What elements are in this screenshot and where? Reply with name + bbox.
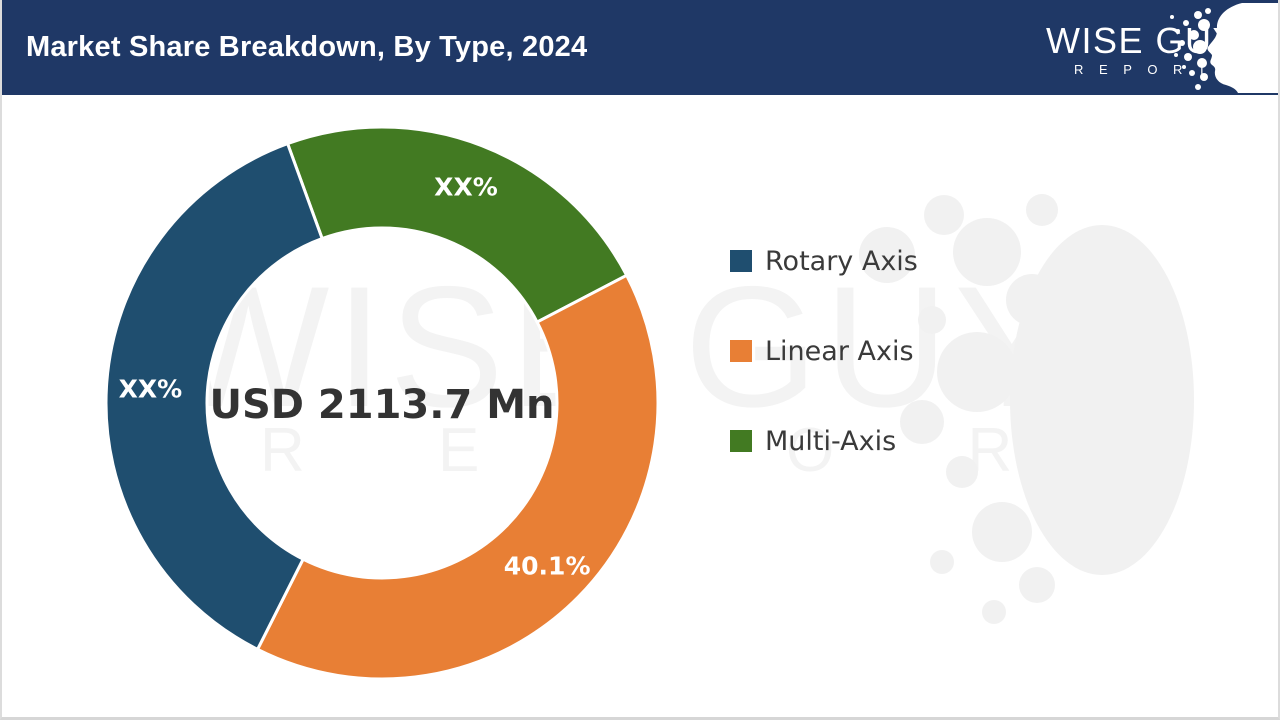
donut-segment-linear-axis (256, 273, 660, 681)
legend-label-linear-axis: Linear Axis (765, 335, 914, 367)
donut-chart (104, 125, 660, 681)
header: Market Share Breakdown, By Type, 2024 WI… (2, 0, 1278, 95)
legend-label-multi-axis: Multi-Axis (765, 425, 897, 457)
segment-label-linear-axis: 40.1% (503, 551, 591, 581)
legend-swatch-multi-axis (730, 430, 752, 452)
legend-swatch-rotary-axis (730, 250, 752, 272)
segment-label-multi-axis: XX% (434, 172, 498, 202)
segment-label-rotary-axis: XX% (118, 374, 183, 404)
legend: Rotary Axis Linear Axis Multi-Axis (730, 244, 918, 514)
wiseguy-logo: WISE GUY R E P O R T S (1008, 0, 1278, 95)
donut-center-value: USD 2113.7 Mn (209, 382, 555, 428)
page-title: Market Share Breakdown, By Type, 2024 (26, 31, 588, 63)
legend-label-rotary-axis: Rotary Axis (765, 245, 918, 277)
donut-segment-rotary-axis (104, 142, 324, 651)
legend-item-multi-axis: Multi-Axis (730, 424, 918, 458)
legend-item-rotary-axis: Rotary Axis (730, 244, 918, 278)
donut-segment-multi-axis (286, 125, 629, 324)
logo-head-icon (1170, 3, 1278, 93)
legend-item-linear-axis: Linear Axis (730, 334, 918, 368)
legend-swatch-linear-axis (730, 340, 752, 362)
